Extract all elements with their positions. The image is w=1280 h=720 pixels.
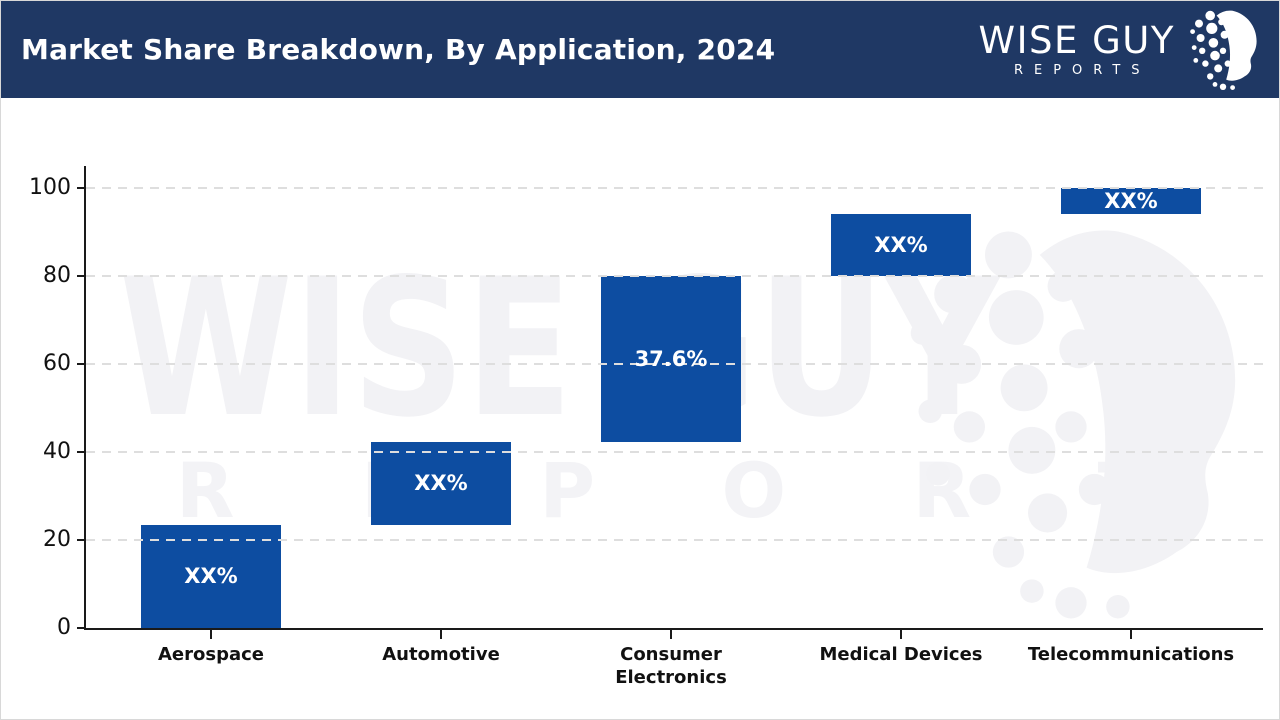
y-axis-line — [84, 166, 86, 630]
x-tick-mark-3 — [900, 630, 902, 639]
bar-value-label-3: XX% — [874, 233, 928, 258]
x-tick-mark-1 — [440, 630, 442, 639]
bar-aerospace — [141, 524, 281, 628]
bar-automotive — [371, 441, 511, 525]
x-category-label-0: Aerospace — [157, 644, 264, 665]
y-tick-mark-0 — [77, 627, 86, 629]
bar-value-label-0: XX% — [184, 564, 238, 589]
gridline-y100 — [86, 187, 1263, 189]
bar-value-label-1: XX% — [414, 471, 468, 496]
bar-telecommunications — [1061, 188, 1201, 214]
bar-consumer-electronics — [601, 276, 741, 442]
x-axis-line — [84, 628, 1263, 630]
x-tick-mark-0 — [210, 630, 212, 639]
x-category-label-2: Consumer Electronics — [615, 644, 727, 688]
x-category-label-1: Automotive — [382, 644, 500, 665]
y-tick-label-100: 100 — [29, 175, 71, 200]
logo-brand-name: WISE GUY — [978, 18, 1175, 62]
page-title: Market Share Breakdown, By Application, … — [21, 33, 776, 66]
y-tick-mark-20 — [77, 539, 86, 541]
gridline-y60 — [86, 363, 1263, 365]
y-tick-label-20: 20 — [43, 527, 71, 552]
y-tick-label-0: 0 — [57, 615, 71, 640]
bar-value-label-4: XX% — [1104, 188, 1158, 213]
gridline-y80 — [86, 275, 1263, 277]
y-tick-mark-80 — [77, 275, 86, 277]
y-tick-label-60: 60 — [43, 351, 71, 376]
x-category-label-3: Medical Devices — [819, 644, 983, 665]
wiseguy-logo: WISE GUY REPORTS — [979, 6, 1265, 94]
gridline-y20 — [86, 539, 1263, 541]
x-tick-mark-2 — [670, 630, 672, 639]
y-tick-label-40: 40 — [43, 439, 71, 464]
y-tick-label-80: 80 — [43, 263, 71, 288]
header-bar: Market Share Breakdown, By Application, … — [1, 1, 1279, 98]
y-tick-mark-100 — [77, 187, 86, 189]
y-tick-mark-60 — [77, 363, 86, 365]
y-tick-mark-40 — [77, 451, 86, 453]
wiseguy-logo-text: WISE GUY REPORTS — [979, 22, 1175, 78]
gridline-y40 — [86, 451, 1263, 453]
chart-region: WISE GUY R E P O R T S 0 20 40 60 80 100 XX% Ae… — [1, 98, 1279, 719]
x-tick-mark-4 — [1130, 630, 1132, 639]
bar-medical-devices — [831, 213, 971, 277]
logo-brand-subtitle: REPORTS — [1013, 62, 1151, 78]
bar-value-label-2: 37.6% — [634, 347, 708, 372]
wiseguy-head-icon — [1190, 10, 1257, 90]
x-category-label-4: Telecommunications — [1027, 644, 1235, 665]
